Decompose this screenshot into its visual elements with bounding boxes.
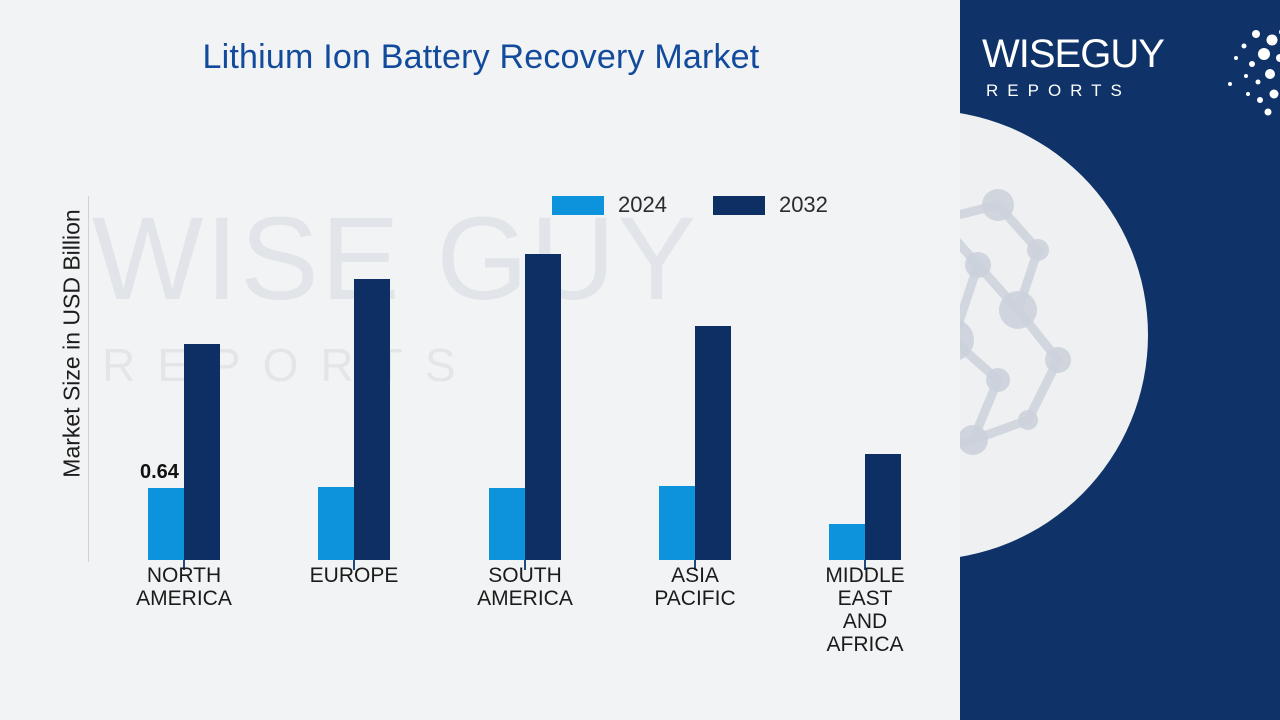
bar-2024[interactable] [659, 486, 695, 560]
x-axis-tick [694, 560, 696, 570]
bar-2032[interactable] [184, 343, 220, 560]
x-axis-label-line: PACIFIC [654, 587, 736, 610]
y-axis-label: Market Size in USD Billion [58, 209, 85, 478]
legend-swatch-2024 [552, 195, 604, 215]
x-axis-label-line: AFRICA [826, 633, 904, 656]
legend-item-2024[interactable]: 2024 [552, 192, 667, 218]
bar-2024[interactable] [489, 488, 525, 560]
bar-2024[interactable] [148, 488, 184, 560]
brand-logo: WISEGUY REPORTS [982, 29, 1280, 116]
legend-item-2032[interactable]: 2032 [712, 192, 828, 218]
x-axis-label-line: EAST [837, 587, 893, 610]
bar-value-label: 0.64 [140, 461, 179, 484]
bar-2032[interactable] [865, 453, 901, 560]
molecular-node-graphic [960, 110, 1148, 560]
chart-legend: 2024 2032 [552, 192, 828, 218]
chart-title: Lithium Ion Battery Recovery Market [202, 38, 760, 76]
x-axis-tick [353, 560, 355, 570]
x-axis-label-line: SOUTH [488, 564, 562, 587]
bar-group [829, 196, 901, 570]
brand-panel: WISEGUY REPORTS [960, 0, 1280, 720]
bar-group [489, 196, 561, 570]
chart-panel: WISE GUY REPORTS Lithium Ion Battery Rec… [58, 38, 960, 714]
bar-2032[interactable] [695, 325, 731, 560]
x-axis-label-line: MIDDLE [825, 564, 905, 587]
x-axis-label-line: AMERICA [477, 587, 573, 610]
x-axis-tick [183, 560, 185, 570]
bar-2024[interactable] [829, 524, 865, 560]
x-axis-label-line: AND [842, 610, 888, 633]
x-axis-label: EUROPE [274, 564, 434, 587]
brand-logo-main: WISEGUY [982, 32, 1165, 76]
bar-2024[interactable] [318, 487, 354, 560]
node-network-icon [960, 189, 1071, 455]
plot-area: 0.64 [88, 196, 960, 570]
x-axis-labels: NORTH AMERICA EUROPE SOUTH AMERICA ASIA PACIFI… [88, 564, 960, 714]
x-axis-label: NORTH AMERICA [104, 564, 264, 610]
legend-swatch-2032 [712, 195, 765, 215]
x-axis-label-line: EUROPE [309, 564, 399, 587]
legend-label-2032: 2032 [778, 192, 828, 217]
x-axis-label-line: NORTH [146, 564, 222, 587]
x-axis-label-line: AMERICA [136, 587, 232, 610]
bar-group: 0.64 [140, 196, 220, 570]
x-axis-label: ASIA PACIFIC [615, 564, 775, 610]
bar-group [659, 196, 731, 570]
y-axis-line [88, 196, 89, 562]
x-axis-label: MIDDLE EAST AND AFRICA [785, 564, 945, 656]
x-axis-label: SOUTH AMERICA [445, 564, 605, 610]
bar-2032[interactable] [525, 254, 561, 560]
bar-2032[interactable] [354, 278, 390, 560]
x-axis-tick [524, 560, 526, 570]
legend-label-2024: 2024 [618, 192, 667, 217]
x-axis-label-line: ASIA [671, 564, 719, 587]
x-axis-tick [864, 560, 866, 570]
logo-dots-icon [1228, 29, 1280, 116]
brand-logo-sub: REPORTS [986, 81, 1131, 100]
bar-group [318, 196, 390, 570]
